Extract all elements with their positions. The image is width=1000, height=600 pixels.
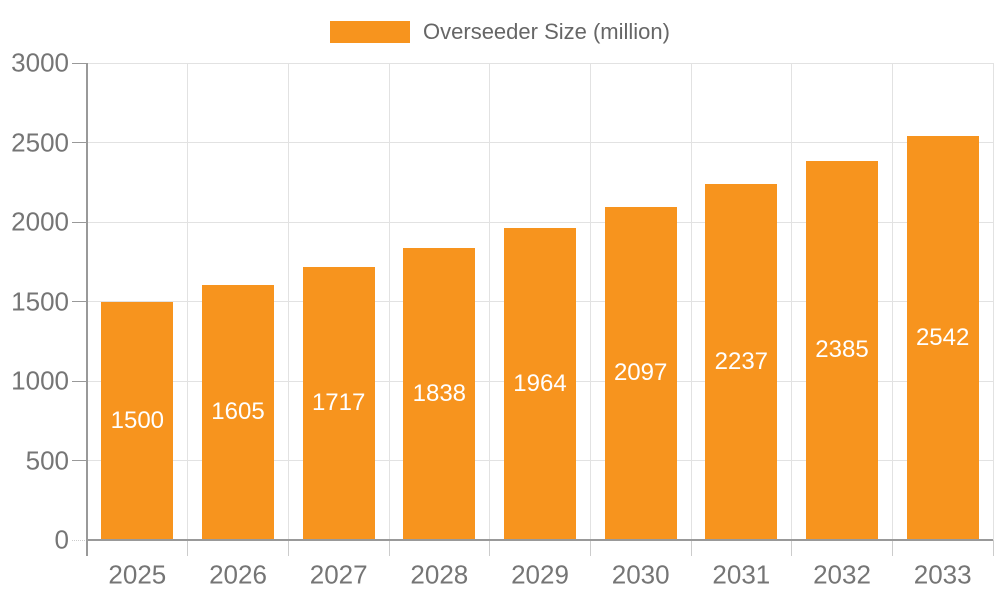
x-tick-label: 2033: [913, 559, 972, 590]
bar-value-label: 2097: [613, 359, 668, 387]
x-tick-mark: [388, 540, 390, 556]
y-tick-mark: [72, 142, 87, 143]
y-tick-label: 2500: [11, 127, 69, 158]
gridline-h: [87, 142, 993, 143]
gridline-v: [489, 63, 491, 540]
y-tick-mark: [72, 539, 87, 541]
legend-label: Overseeder Size (million): [423, 19, 670, 44]
x-tick-label: 2027: [309, 559, 368, 590]
y-tick-label: 0: [54, 524, 69, 555]
y-tick-label: 3000: [11, 47, 69, 78]
bar-value-label: 1838: [412, 379, 467, 407]
y-tick-mark: [72, 460, 87, 461]
bar-2026: [202, 284, 274, 540]
legend-swatch-icon: [330, 21, 411, 43]
gridline-v: [388, 63, 390, 540]
x-tick-mark: [589, 540, 591, 556]
bar-2033: [906, 135, 979, 540]
y-tick-label: 1000: [11, 365, 69, 396]
bar-2032: [806, 160, 878, 540]
gridline-v: [992, 63, 994, 540]
y-tick-mark: [72, 301, 87, 302]
x-tick-label: 2025: [108, 559, 167, 590]
y-tick-mark: [72, 380, 87, 382]
gridline-v: [891, 63, 893, 540]
bar-2031: [705, 184, 778, 540]
bar-value-label: 1964: [513, 369, 567, 397]
bar-value-label: 1605: [211, 398, 265, 426]
y-tick-mark: [72, 62, 87, 64]
bar-value-label: 1500: [110, 406, 165, 434]
x-tick-mark: [187, 540, 189, 556]
bar-value-label: 2237: [714, 347, 769, 375]
x-tick-label: 2030: [611, 559, 670, 590]
y-axis-line: [86, 63, 88, 556]
x-tick-label: 2028: [410, 559, 469, 590]
x-tick-mark: [992, 540, 994, 556]
gridline-v: [690, 63, 692, 540]
bar-2028: [403, 247, 476, 540]
x-tick-mark: [891, 540, 893, 556]
bar-value-label: 1717: [311, 389, 366, 417]
x-tick-mark: [791, 540, 793, 556]
x-tick-label: 2031: [712, 559, 771, 590]
x-tick-mark: [489, 540, 491, 556]
x-axis-line: [87, 539, 993, 541]
gridline-v: [187, 63, 189, 540]
bar-2027: [302, 266, 375, 540]
bar-2030: [604, 206, 677, 540]
gridline-h: [87, 221, 993, 223]
x-tick-label: 2032: [813, 559, 871, 590]
x-tick-label: 2029: [511, 559, 569, 590]
x-tick-mark: [690, 540, 692, 556]
gridline-v: [287, 63, 289, 540]
bar-value-label: 2542: [915, 323, 970, 351]
gridline-v: [589, 63, 591, 540]
gridline-h: [87, 62, 993, 64]
y-tick-label: 2000: [11, 206, 69, 237]
y-tick-label: 500: [25, 445, 69, 476]
bar-value-label: 2385: [815, 336, 869, 364]
gridline-v: [791, 63, 793, 540]
x-tick-mark: [287, 540, 289, 556]
y-tick-label: 1500: [11, 286, 69, 317]
bar-2029: [504, 227, 576, 540]
legend[interactable]: Overseeder Size (million): [0, 19, 1000, 45]
x-tick-label: 2026: [209, 559, 267, 590]
bar-2025: [101, 301, 174, 540]
y-tick-mark: [72, 221, 87, 223]
